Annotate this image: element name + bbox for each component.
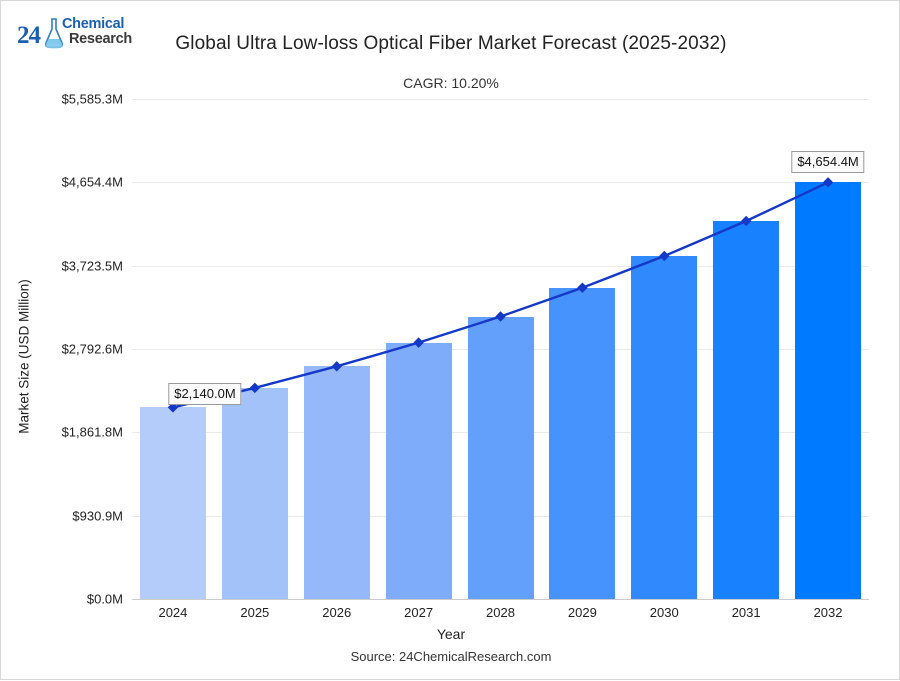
bar-2029[interactable]: [549, 287, 616, 599]
x-tick-label-2032: 2032: [813, 605, 843, 620]
data-label-2032: $4,654.4M: [791, 151, 865, 174]
bar-2031[interactable]: [713, 220, 780, 599]
y-tick-label: $3,723.5M: [61, 258, 123, 274]
plot-area: [132, 99, 869, 600]
flask-icon: [45, 18, 63, 49]
bar-2028[interactable]: [467, 316, 534, 599]
logo-word-research: Research: [69, 31, 132, 47]
data-label-2024: $2,140.0M: [168, 383, 242, 406]
gridline: [132, 182, 869, 184]
source-note: Source: 24ChemicalResearch.com: [350, 649, 552, 664]
bar-2024[interactable]: [139, 407, 206, 599]
x-tick-label-2029: 2029: [567, 605, 597, 620]
x-tick-label-2024: 2024: [158, 605, 188, 620]
bar-2032[interactable]: [795, 182, 862, 599]
bar-2026[interactable]: [303, 366, 370, 599]
brand-logo: 24 Chemical Research: [17, 13, 133, 57]
bar-2025[interactable]: [221, 387, 288, 599]
x-tick-label-2030: 2030: [649, 605, 679, 620]
logo-word-chemical: Chemical: [62, 16, 125, 32]
y-tick-label: $5,585.3M: [61, 91, 123, 107]
chart-subtitle-cagr: CAGR: 10.20%: [403, 75, 499, 91]
x-tick-label-2025: 2025: [240, 605, 270, 620]
x-tick-label-2026: 2026: [322, 605, 352, 620]
y-tick-label: $0.0M: [86, 591, 123, 607]
gridline: [132, 99, 869, 100]
x-axis-line: [132, 599, 869, 600]
x-axis-title: Year: [436, 626, 466, 642]
y-tick-label: $930.9M: [72, 508, 123, 524]
x-tick-label-2031: 2031: [731, 605, 761, 620]
y-axis-tick-labels: $0.0M $930.9M $1,861.8M $2,792.6M $3,723.5M $…: [11, 92, 123, 607]
x-tick-label-2027: 2027: [404, 605, 434, 620]
y-tick-label: $2,792.6M: [61, 341, 123, 357]
chart-title: Global Ultra Low-loss Optical Fiber Mark…: [175, 33, 727, 54]
bar-2030[interactable]: [631, 255, 698, 599]
x-tick-label-2028: 2028: [486, 605, 515, 620]
bar-2027[interactable]: [385, 342, 452, 599]
logo-number: 24: [17, 22, 41, 49]
y-tick-label: $4,654.4M: [61, 174, 123, 190]
y-tick-label: $1,861.8M: [61, 424, 123, 440]
